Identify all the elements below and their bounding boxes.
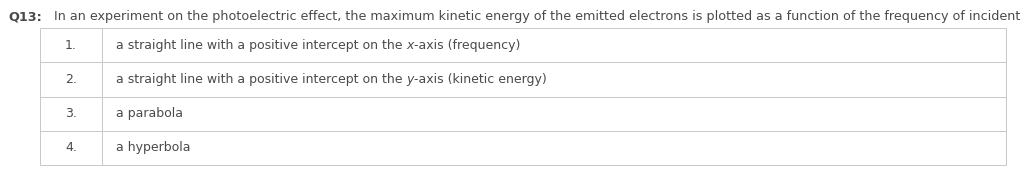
Text: x: x: [407, 39, 414, 52]
Text: y: y: [407, 73, 414, 86]
Text: 2.: 2.: [66, 73, 77, 86]
Text: -axis (kinetic energy): -axis (kinetic energy): [414, 73, 547, 86]
Bar: [40, 28, 1006, 165]
Text: In an experiment on the photoelectric effect, the maximum kinetic energy of the : In an experiment on the photoelectric ef…: [46, 10, 1024, 23]
Text: 1.: 1.: [66, 39, 77, 52]
Text: 3.: 3.: [66, 107, 77, 120]
Text: -axis (frequency): -axis (frequency): [414, 39, 520, 52]
Text: a straight line with a positive intercept on the: a straight line with a positive intercep…: [116, 39, 407, 52]
Text: a straight line with a positive intercept on the: a straight line with a positive intercep…: [116, 73, 407, 86]
Text: a parabola: a parabola: [116, 107, 183, 120]
Text: Q13:: Q13:: [8, 10, 42, 23]
Text: 4.: 4.: [66, 141, 77, 154]
Text: a hyperbola: a hyperbola: [116, 141, 190, 154]
